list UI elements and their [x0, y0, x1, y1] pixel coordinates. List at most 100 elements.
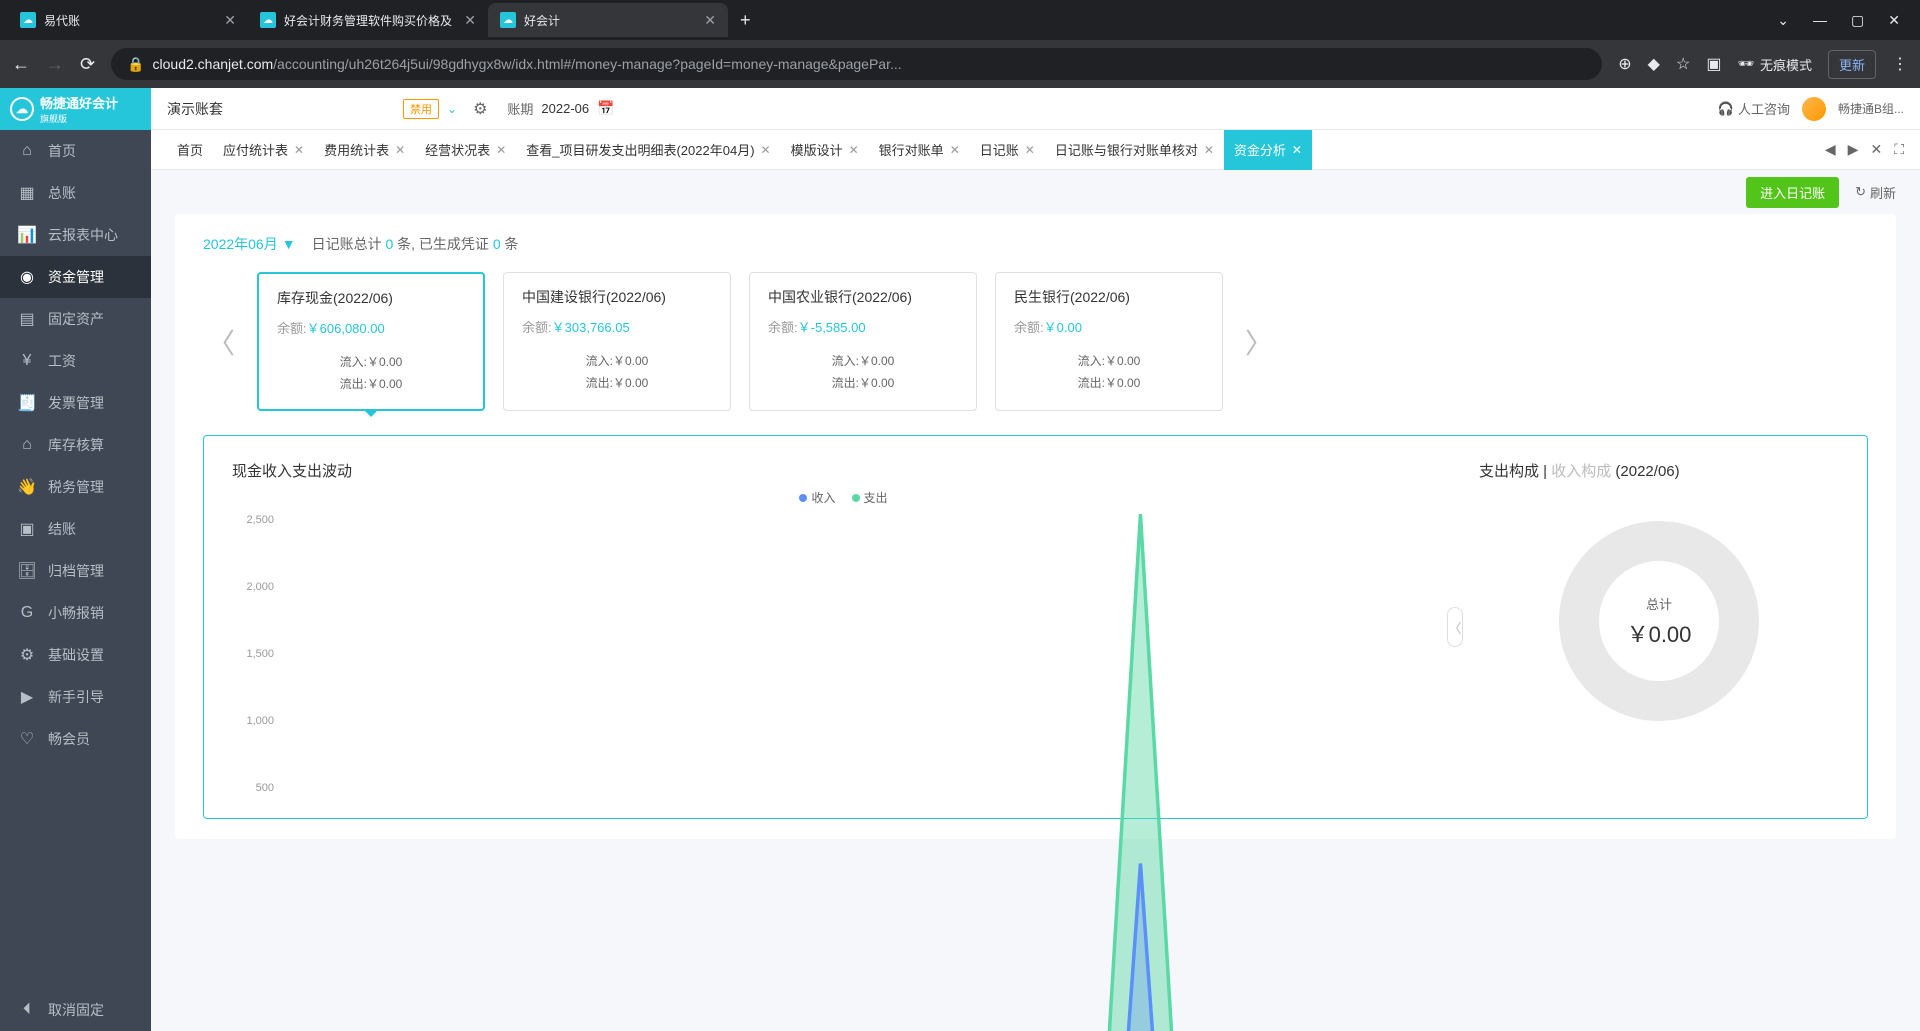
sidebar-item-reports[interactable]: 📊云报表中心 — [0, 214, 151, 256]
page-tab-close-icon[interactable]: ✕ — [950, 143, 960, 157]
page-tab[interactable]: 经营状况表✕ — [415, 130, 516, 170]
account-name[interactable]: 演示账套 — [167, 99, 223, 119]
fullscreen-icon[interactable]: ⛶ — [1894, 141, 1904, 158]
page-tab-close-icon[interactable]: ✕ — [496, 143, 506, 157]
account-card[interactable]: 中国农业银行(2022/06) 余额:￥-5,585.00 流入:￥0.00 流… — [749, 272, 977, 411]
page-tab-close-icon[interactable]: ✕ — [849, 143, 859, 157]
sidebar-item-member[interactable]: ♡畅会员 — [0, 718, 151, 760]
page-tab-close-icon[interactable]: ✕ — [395, 143, 405, 157]
tab-title: 易代账 — [44, 12, 80, 29]
sidebar-item-inventory[interactable]: ⌂库存核算 — [0, 424, 151, 466]
tab-close-icon[interactable]: ✕ — [464, 12, 476, 29]
logo-text: 畅捷通好会计 — [40, 93, 118, 112]
panel-icon[interactable]: ▣ — [1706, 54, 1721, 74]
sidebar-item-ledger[interactable]: ▦总账 — [0, 172, 151, 214]
star-icon[interactable]: ☆ — [1676, 54, 1690, 74]
address-icons: ⊕ ◆ ☆ ▣ 🕶 无痕模式 更新 ⋮ — [1618, 50, 1908, 79]
page-tab[interactable]: 资金分析✕ — [1224, 130, 1312, 170]
ledger-icon: ▦ — [18, 184, 36, 202]
window-maximize-icon[interactable]: ▢ — [1851, 12, 1864, 29]
browser-tab[interactable]: ☁好会计✕ — [488, 3, 728, 37]
forward-button: → — [46, 54, 64, 75]
page-tab[interactable]: 查看_项目研发支出明细表(2022年04月)✕ — [516, 130, 780, 170]
sidebar-item-label: 结账 — [48, 519, 76, 539]
page-tab-label: 日记账 — [980, 140, 1019, 159]
update-button[interactable]: 更新 — [1828, 50, 1876, 79]
window-controls: ⌄ — ▢ ✕ — [1777, 12, 1912, 29]
period-value[interactable]: 2022-06 — [541, 101, 589, 116]
account-card[interactable]: 库存现金(2022/06) 余额:￥606,080.00 流入:￥0.00 流出… — [257, 272, 485, 411]
period-label: 账期 — [507, 99, 533, 118]
cards-prev-icon[interactable]: 〈 — [203, 322, 239, 362]
sidebar-item-home[interactable]: ⌂首页 — [0, 130, 151, 172]
sidebar-item-invoice[interactable]: 🧾发票管理 — [0, 382, 151, 424]
panel-drag-handle[interactable]: 〈 — [1447, 607, 1463, 647]
sidebar-item-archive[interactable]: 🗄归档管理 — [0, 550, 151, 592]
cards-next-icon[interactable]: 〉 — [1241, 322, 1277, 362]
content: 2022年06月 ▼ 日记账总计 0 条, 已生成凭证 0 条 〈 库存现金(2… — [151, 214, 1920, 1031]
tab-close-icon[interactable]: ✕ — [704, 12, 716, 29]
invoice-icon: 🧾 — [18, 394, 36, 412]
back-button[interactable]: ← — [12, 54, 30, 75]
page-tab[interactable]: 日记账与银行对账单核对✕ — [1045, 130, 1224, 170]
account-dropdown-icon[interactable]: ⌄ — [447, 102, 457, 116]
page-tab-close-icon[interactable]: ✕ — [1204, 143, 1214, 157]
reports-icon: 📊 — [18, 226, 36, 244]
sidebar-item-salary[interactable]: ¥工资 — [0, 340, 151, 382]
sidebar-item-label: 税务管理 — [48, 477, 104, 497]
avatar[interactable] — [1802, 97, 1826, 121]
app-logo[interactable]: ☁ 畅捷通好会计 旗舰版 — [0, 88, 151, 130]
new-tab-button[interactable]: + — [728, 10, 763, 31]
zoom-icon[interactable]: ⊕ — [1618, 54, 1631, 74]
page-tab-close-icon[interactable]: ✕ — [1025, 143, 1035, 157]
sidebar-item-assets[interactable]: ▤固定资产 — [0, 298, 151, 340]
calendar-icon[interactable]: 📅 — [597, 100, 614, 117]
browser-tab[interactable]: ☁易代账✕ — [8, 3, 248, 37]
donut-title-muted[interactable]: 收入构成 — [1551, 463, 1615, 480]
page-tab-close-icon[interactable]: ✕ — [1292, 143, 1302, 157]
page-tab-close-icon[interactable]: ✕ — [294, 143, 304, 157]
account-card[interactable]: 中国建设银行(2022/06) 余额:￥303,766.05 流入:￥0.00 … — [503, 272, 731, 411]
page-tab[interactable]: 日记账 ✕ — [970, 130, 1045, 170]
window-close-icon[interactable]: ✕ — [1888, 12, 1900, 29]
refresh-button[interactable]: ↻ 刷新 — [1855, 183, 1896, 202]
tab-close-all-icon[interactable]: ✕ — [1870, 141, 1882, 158]
address-bar: ← → ⟳ 🔒 cloud2.chanjet.com /accounting/u… — [0, 40, 1920, 88]
tab-close-icon[interactable]: ✕ — [224, 12, 236, 29]
reload-button[interactable]: ⟳ — [80, 54, 95, 75]
enter-journal-button[interactable]: 进入日记账 — [1746, 177, 1839, 208]
menu-icon[interactable]: ⋮ — [1892, 54, 1908, 74]
window-chevron-icon[interactable]: ⌄ — [1777, 12, 1789, 29]
sidebar-item-guide[interactable]: ▶新手引导 — [0, 676, 151, 718]
page-tab[interactable]: 首页 — [167, 130, 213, 170]
sidebar-item-label: 库存核算 — [48, 435, 104, 455]
period-selector[interactable]: 2022年06月 ▼ — [203, 234, 296, 254]
browser-tab[interactable]: ☁好会计财务管理软件购买价格及✕ — [248, 3, 488, 37]
account-card[interactable]: 民生银行(2022/06) 余额:￥0.00 流入:￥0.00 流出:￥0.00 — [995, 272, 1223, 411]
username[interactable]: 畅捷通B组... — [1838, 100, 1904, 117]
tab-next-icon[interactable]: ▶ — [1848, 141, 1859, 158]
legend-item[interactable]: 收入 — [799, 489, 835, 506]
page-tab-close-icon[interactable]: ✕ — [761, 143, 771, 157]
window-minimize-icon[interactable]: — — [1813, 12, 1827, 29]
sidebar-unpin[interactable]: ⏴ 取消固定 — [0, 989, 151, 1031]
sidebar-item-funds[interactable]: ◉资金管理 — [0, 256, 151, 298]
page-tab[interactable]: 模版设计 ✕ — [781, 130, 869, 170]
sidebar-item-settings[interactable]: ⚙基础设置 — [0, 634, 151, 676]
sidebar: ☁ 畅捷通好会计 旗舰版 ⌂首页▦总账📊云报表中心◉资金管理▤固定资产¥工资🧾发… — [0, 88, 151, 1031]
closing-icon: ▣ — [18, 520, 36, 538]
sidebar-item-expense[interactable]: G小畅报销 — [0, 592, 151, 634]
tab-prev-icon[interactable]: ◀ — [1825, 141, 1836, 158]
sidebar-item-closing[interactable]: ▣ 结账 — [0, 508, 151, 550]
extension-icon[interactable]: ◆ — [1648, 54, 1660, 74]
page-tab[interactable]: 银行对账单✕ — [869, 130, 970, 170]
salary-icon: ¥ — [18, 352, 36, 370]
settings-icon[interactable]: ⚙ — [473, 99, 487, 119]
page-tab[interactable]: 费用统计表✕ — [314, 130, 415, 170]
page-tab-label: 模版设计 — [791, 140, 843, 159]
legend-item[interactable]: 支出 — [852, 489, 888, 506]
url-bar[interactable]: 🔒 cloud2.chanjet.com /accounting/uh26t26… — [111, 48, 1602, 80]
sidebar-item-tax[interactable]: 👋税务管理 — [0, 466, 151, 508]
page-tab[interactable]: 应付统计表✕ — [213, 130, 314, 170]
support-link[interactable]: 🎧 人工咨询 — [1718, 99, 1790, 118]
